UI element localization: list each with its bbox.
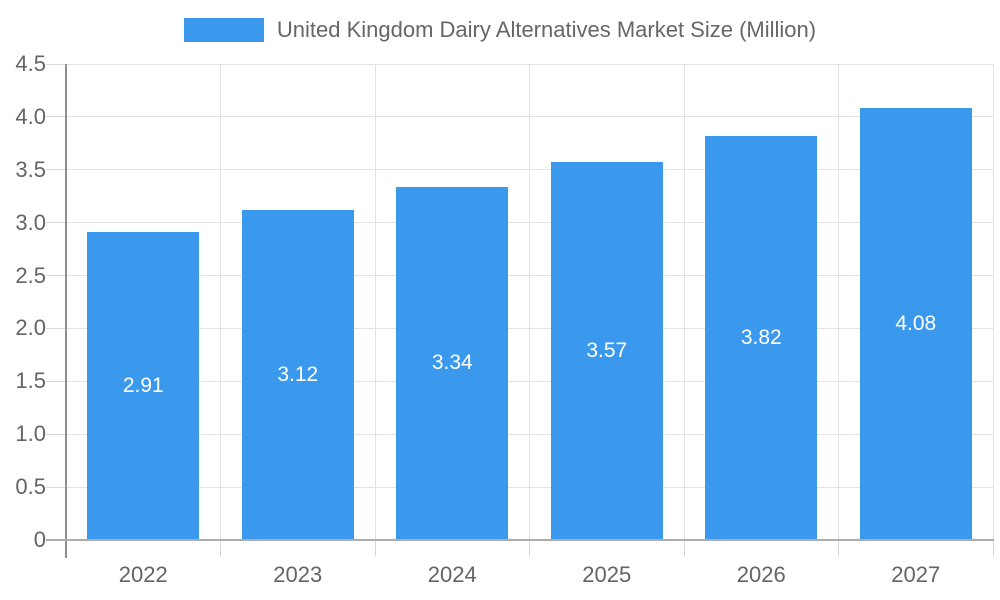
x-tick-label: 2027 bbox=[891, 562, 941, 587]
x-tick bbox=[838, 540, 839, 556]
bar-value-label: 3.34 bbox=[431, 351, 473, 375]
y-tick bbox=[46, 116, 66, 118]
bar-value-label: 2.91 bbox=[122, 374, 164, 398]
x-gridline bbox=[683, 64, 685, 540]
x-axis-line bbox=[46, 539, 994, 541]
x-tick bbox=[992, 540, 994, 556]
legend-swatch bbox=[183, 18, 264, 42]
bar-value-label: 3.12 bbox=[277, 362, 319, 386]
x-tick bbox=[374, 540, 376, 556]
x-tick-label: 2023 bbox=[273, 562, 323, 587]
x-gridline bbox=[374, 64, 376, 540]
x-tick-label: 2025 bbox=[582, 562, 632, 587]
x-gridline bbox=[529, 64, 530, 540]
bar[interactable]: 3.34 bbox=[396, 186, 509, 540]
y-tick-label: 2.5 bbox=[15, 262, 46, 288]
bar[interactable]: 4.08 bbox=[859, 108, 972, 540]
y-tick bbox=[46, 275, 66, 277]
x-gridline bbox=[838, 64, 839, 540]
x-tick bbox=[683, 540, 685, 556]
y-tick bbox=[46, 380, 66, 382]
bar[interactable]: 3.82 bbox=[705, 135, 818, 540]
x-tick bbox=[529, 540, 530, 556]
bar[interactable]: 3.12 bbox=[241, 209, 354, 540]
y-tick-label: 0.5 bbox=[15, 474, 46, 500]
y-tick-label: 1.0 bbox=[15, 421, 46, 447]
y-tick-label: 0 bbox=[33, 527, 46, 552]
y-tick bbox=[46, 327, 66, 329]
chart-legend[interactable]: United Kingdom Dairy Alternatives Market… bbox=[0, 17, 1000, 43]
x-tick-label: 2024 bbox=[427, 562, 477, 587]
x-gridline bbox=[992, 64, 994, 540]
x-tick-label: 2022 bbox=[118, 562, 168, 587]
y-tick bbox=[46, 222, 66, 224]
y-axis-line bbox=[65, 64, 67, 558]
y-tick-label: 1.5 bbox=[15, 368, 46, 394]
bar-value-label: 3.82 bbox=[740, 325, 782, 349]
y-tick bbox=[46, 433, 66, 435]
chart-title: United Kingdom Dairy Alternatives Market… bbox=[276, 17, 817, 42]
y-tick-label: 4.0 bbox=[15, 103, 46, 129]
y-tick-label: 3.0 bbox=[15, 209, 46, 235]
x-gridline bbox=[220, 64, 221, 540]
y-tick bbox=[46, 169, 66, 171]
bar[interactable]: 3.57 bbox=[550, 162, 663, 540]
y-tick-label: 4.5 bbox=[15, 51, 46, 76]
bar-value-label: 4.08 bbox=[895, 312, 937, 336]
bar[interactable]: 2.91 bbox=[87, 232, 200, 540]
x-tick bbox=[220, 540, 221, 556]
y-tick-label: 2.0 bbox=[15, 315, 46, 341]
bar-value-label: 3.57 bbox=[586, 339, 628, 363]
y-tick bbox=[46, 486, 66, 488]
y-tick bbox=[46, 63, 66, 65]
y-tick-label: 3.5 bbox=[15, 156, 46, 182]
x-tick-label: 2026 bbox=[736, 562, 786, 587]
